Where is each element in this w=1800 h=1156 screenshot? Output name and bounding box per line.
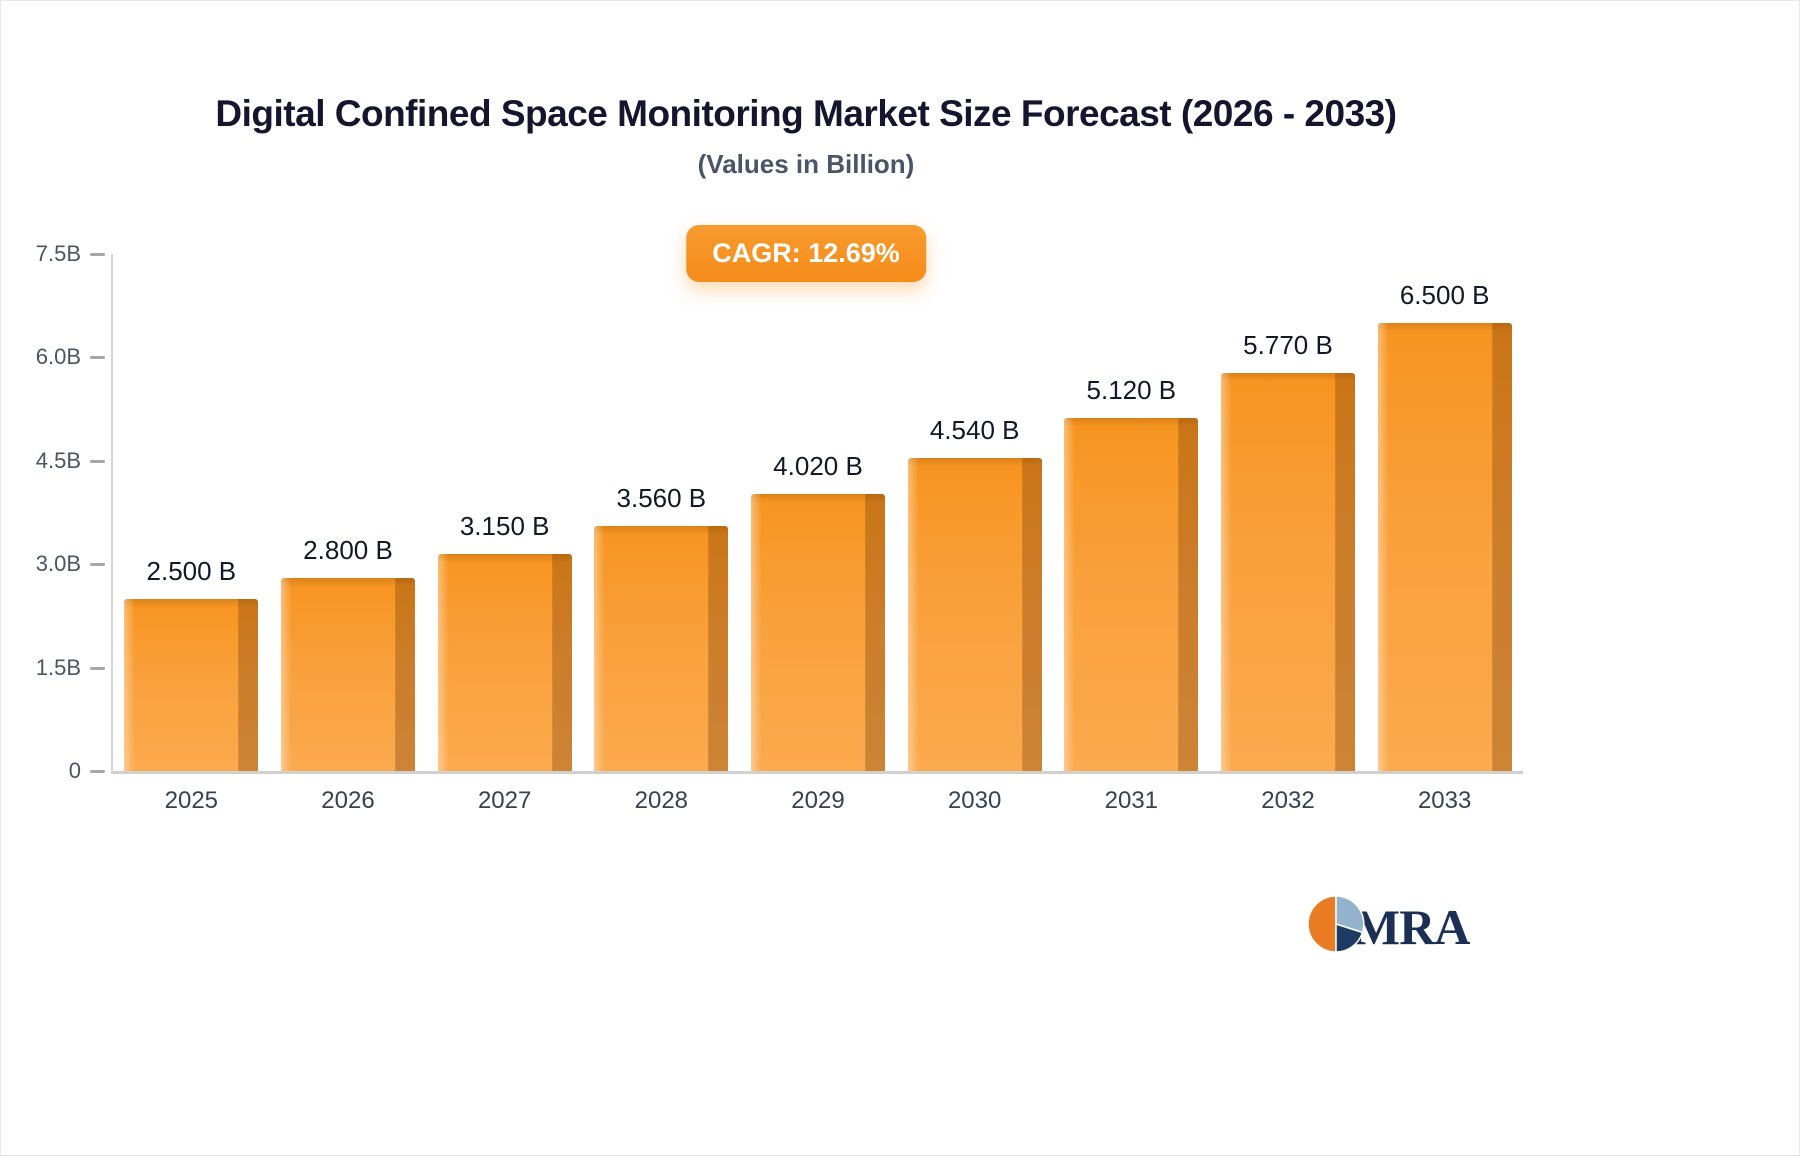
y-axis-tick-mark bbox=[90, 459, 105, 463]
x-axis-label: 2033 bbox=[1417, 787, 1472, 814]
x-axis-label: 2026 bbox=[321, 787, 375, 814]
bar bbox=[281, 578, 415, 771]
logo-text: MRA bbox=[1353, 898, 1470, 955]
brand-logo: MRA bbox=[1306, 894, 1470, 959]
bar-value-label: 2.500 B bbox=[146, 556, 237, 586]
bar-value-label: 5.770 B bbox=[1243, 330, 1333, 360]
x-axis-label: 2027 bbox=[477, 787, 532, 814]
x-axis-label: 2030 bbox=[947, 787, 1002, 814]
y-axis-tick-label: 3.0B bbox=[35, 551, 81, 577]
y-axis-tick-label: 6.0B bbox=[35, 344, 81, 370]
bar-value-label: 2.800 B bbox=[303, 535, 393, 565]
bar bbox=[437, 554, 572, 771]
bar-value-label: 3.560 B bbox=[616, 483, 707, 513]
bar bbox=[1221, 373, 1355, 771]
x-axis-label: 2025 bbox=[164, 787, 219, 814]
bar-value-label: 4.020 B bbox=[773, 451, 863, 481]
y-axis-tick-label: 4.5B bbox=[35, 447, 81, 473]
y-axis-tick-mark bbox=[90, 666, 105, 670]
y-axis-tick-label: 1.5B bbox=[35, 654, 81, 680]
pie-circle-icon bbox=[1306, 894, 1366, 959]
bar-value-label: 3.150 B bbox=[459, 511, 550, 541]
y-axis-tick-mark bbox=[90, 770, 105, 773]
bar-group: 4.020 B bbox=[751, 254, 885, 771]
bar-group: 2.800 B bbox=[281, 254, 415, 771]
x-axis-label: 2029 bbox=[791, 787, 845, 814]
y-axis-tick-mark bbox=[90, 253, 105, 256]
x-axis-label: 2028 bbox=[634, 787, 689, 814]
y-axis-tick-label: 0 bbox=[68, 758, 81, 783]
bar-group: 5.120 B bbox=[1064, 254, 1199, 771]
bar-group: 4.540 B bbox=[907, 254, 1042, 771]
bar-group: 3.560 B bbox=[594, 254, 729, 771]
bar-value-label: 5.120 B bbox=[1086, 375, 1177, 405]
bar-value-label: 6.500 B bbox=[1399, 280, 1490, 310]
bar bbox=[594, 526, 729, 771]
bar bbox=[751, 494, 885, 771]
y-axis-tick-mark bbox=[90, 356, 105, 360]
chart-title: Digital Confined Space Monitoring Market… bbox=[215, 93, 1397, 134]
chart-subtitle: (Values in Billion) bbox=[697, 149, 915, 179]
cagr-badge: CAGR: 12.69% bbox=[686, 225, 926, 282]
bar-group: 6.500 B bbox=[1377, 254, 1512, 771]
bar-group: 3.150 B bbox=[437, 254, 572, 771]
bar bbox=[124, 599, 259, 771]
x-axis-label: 2031 bbox=[1104, 787, 1159, 814]
bar-group: 2.500 B bbox=[124, 254, 259, 771]
y-axis-tick-mark bbox=[90, 563, 105, 567]
y-axis-tick-label: 7.5B bbox=[35, 241, 81, 266]
y-axis: 7.5B 6.0B 4.5B 3.0B 1.5B 0 bbox=[1, 241, 111, 783]
plot-area: 2.500 B 2025 2.800 B 2026 3.150 B 2027 3.560 B… bbox=[111, 254, 1523, 814]
bar bbox=[1064, 418, 1199, 771]
bar-value-label: 4.540 B bbox=[929, 415, 1020, 445]
bar-group: 5.770 B bbox=[1221, 254, 1355, 771]
bar bbox=[907, 458, 1042, 771]
bar bbox=[1377, 323, 1512, 771]
x-axis-label: 2032 bbox=[1261, 787, 1315, 814]
